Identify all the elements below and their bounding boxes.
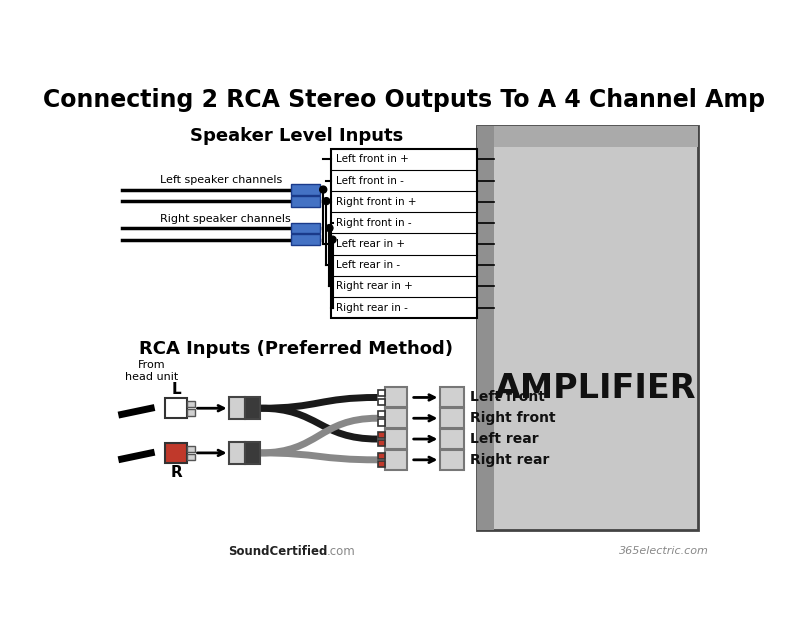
Text: Left rear in -: Left rear in - bbox=[336, 260, 400, 270]
Bar bbox=[187, 454, 195, 460]
Text: .com: .com bbox=[327, 545, 356, 558]
Bar bbox=[187, 445, 195, 452]
Text: From
head unit: From head unit bbox=[125, 360, 178, 382]
Bar bbox=[377, 399, 385, 405]
Bar bbox=[165, 443, 187, 463]
Bar bbox=[440, 450, 463, 470]
Bar bbox=[187, 401, 195, 407]
Bar bbox=[385, 387, 407, 408]
Bar bbox=[477, 125, 697, 530]
Text: Left front in -: Left front in - bbox=[336, 176, 404, 185]
Text: RCA Inputs (Preferred Method): RCA Inputs (Preferred Method) bbox=[139, 340, 453, 358]
Bar bbox=[377, 420, 385, 426]
Text: Left rear in +: Left rear in + bbox=[336, 239, 405, 249]
Bar bbox=[187, 410, 195, 416]
Bar bbox=[291, 234, 320, 245]
Bar bbox=[331, 149, 477, 318]
Text: Right rear: Right rear bbox=[470, 453, 549, 467]
Bar bbox=[385, 429, 407, 449]
Bar bbox=[377, 440, 385, 446]
Bar bbox=[291, 196, 320, 207]
Bar bbox=[377, 390, 385, 396]
Bar bbox=[245, 398, 261, 419]
Bar bbox=[377, 432, 385, 438]
Circle shape bbox=[323, 198, 330, 205]
Text: Left rear: Left rear bbox=[470, 432, 538, 446]
Circle shape bbox=[320, 186, 327, 193]
Bar bbox=[440, 387, 463, 408]
Bar bbox=[440, 429, 463, 449]
Bar bbox=[477, 125, 494, 530]
Text: Left front in +: Left front in + bbox=[336, 154, 409, 164]
Text: AMPLIFIER: AMPLIFIER bbox=[495, 372, 697, 405]
Text: Right front in -: Right front in - bbox=[336, 218, 412, 228]
Text: Connecting 2 RCA Stereo Outputs To A 4 Channel Amp: Connecting 2 RCA Stereo Outputs To A 4 C… bbox=[43, 88, 765, 112]
Text: Right front: Right front bbox=[470, 411, 556, 425]
Text: R: R bbox=[170, 465, 182, 479]
Text: Right speaker channels: Right speaker channels bbox=[161, 214, 292, 224]
Text: Left speaker channels: Left speaker channels bbox=[161, 175, 283, 185]
Bar bbox=[377, 452, 385, 459]
Bar bbox=[229, 398, 245, 419]
Bar bbox=[377, 461, 385, 467]
Text: Right rear in -: Right rear in - bbox=[336, 302, 408, 312]
Bar bbox=[385, 450, 407, 470]
Text: Left front: Left front bbox=[470, 391, 545, 404]
Text: Right rear in +: Right rear in + bbox=[336, 282, 413, 292]
Text: L: L bbox=[171, 382, 180, 398]
Text: SoundCertified: SoundCertified bbox=[228, 545, 327, 558]
Text: 365electric.com: 365electric.com bbox=[619, 546, 709, 556]
Bar bbox=[377, 411, 385, 417]
Bar bbox=[165, 398, 187, 418]
Bar bbox=[245, 442, 261, 464]
Bar bbox=[440, 408, 463, 428]
Bar bbox=[385, 408, 407, 428]
Text: Right front in +: Right front in + bbox=[336, 197, 417, 207]
Circle shape bbox=[326, 225, 333, 231]
Bar bbox=[494, 125, 697, 147]
Circle shape bbox=[329, 236, 336, 243]
Bar bbox=[291, 222, 320, 234]
Bar bbox=[229, 442, 245, 464]
Bar bbox=[291, 184, 320, 195]
Text: Speaker Level Inputs: Speaker Level Inputs bbox=[189, 127, 403, 145]
